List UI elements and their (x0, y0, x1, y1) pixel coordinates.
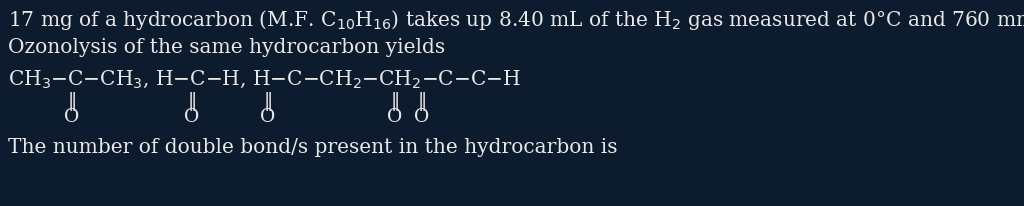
Text: 17 mg of a hydrocarbon (M.F. C$_{10}$H$_{16}$) takes up 8.40 mL of the H$_{2}$ g: 17 mg of a hydrocarbon (M.F. C$_{10}$H$_… (8, 8, 1024, 32)
Text: ‖: ‖ (418, 91, 427, 110)
Text: CH$_3$$-$C$-$CH$_3$, H$-$C$-$H, H$-$C$-$CH$_2$$-$CH$_2$$-$C$-$C$-$H: CH$_3$$-$C$-$CH$_3$, H$-$C$-$H, H$-$C$-$… (8, 68, 521, 89)
Text: Ozonolysis of the same hydrocarbon yields: Ozonolysis of the same hydrocarbon yield… (8, 38, 445, 57)
Text: The number of double bond/s present in the hydrocarbon is: The number of double bond/s present in t… (8, 137, 617, 156)
Text: ‖: ‖ (187, 91, 197, 110)
Text: O: O (184, 108, 200, 125)
Text: O: O (415, 108, 430, 125)
Text: O: O (260, 108, 275, 125)
Text: ‖: ‖ (68, 91, 77, 110)
Text: ‖: ‖ (263, 91, 272, 110)
Text: ‖: ‖ (390, 91, 399, 110)
Text: O: O (65, 108, 80, 125)
Text: O: O (387, 108, 402, 125)
